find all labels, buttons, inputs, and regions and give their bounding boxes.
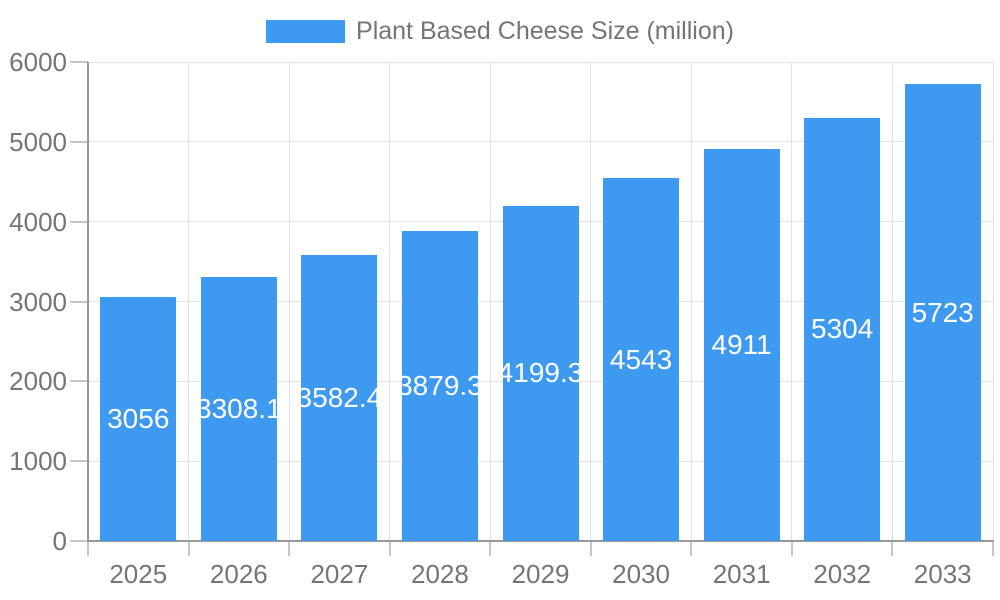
x-axis-label: 2028 [411,559,469,589]
bar-2032[interactable] [804,117,881,541]
x-axis-label: 2027 [310,559,369,589]
y-axis-label: 1000 [9,446,67,477]
x-axis-label: 2030 [612,559,670,589]
y-axis-tick [70,540,88,542]
y-axis-tick [70,140,88,143]
x-axis-tick [87,541,89,556]
x-axis-label: 2033 [913,559,972,589]
gridline-horizontal [88,61,993,63]
bar-value-label: 3056 [107,403,170,434]
x-axis-tick [992,541,994,556]
x-axis-label: 2025 [109,559,168,589]
gridline-vertical [489,62,491,541]
gridline-vertical [791,62,793,541]
y-axis-label: 2000 [9,366,67,397]
bar-value-label: 5304 [811,313,874,345]
x-axis-tick [790,541,793,556]
x-axis-tick [690,541,693,556]
legend-swatch[interactable] [266,20,346,43]
x-axis-tick [891,541,894,556]
y-axis-label: 5000 [9,126,67,157]
y-axis-tick [70,300,88,303]
x-axis-line [87,540,994,542]
x-axis-tick [288,541,291,556]
bar-2029[interactable] [502,205,579,541]
gridline-vertical [891,62,893,541]
gridline-vertical [188,62,190,541]
y-axis-label: 0 [52,526,67,556]
x-axis-tick [589,541,592,556]
y-axis-label: 6000 [9,47,67,77]
x-axis-tick [187,541,190,556]
gridline-vertical [288,62,290,541]
bar-value-label: 4543 [609,343,673,375]
y-axis-tick [70,460,88,463]
bar-2028[interactable] [401,231,478,541]
bar-2030[interactable] [603,178,680,541]
x-axis-label: 2031 [712,559,771,589]
x-axis-label: 2029 [511,559,570,589]
bar-2033[interactable] [904,84,981,541]
bar-2031[interactable] [703,148,780,541]
y-axis-label: 3000 [9,286,67,317]
y-axis-label: 4000 [9,206,67,237]
gridline-vertical [590,62,592,541]
bar-value-label: 3582.4 [296,382,383,413]
bar-value-label: 4911 [711,328,772,360]
y-axis-tick [70,61,88,63]
bar-value-label: 4199.3 [497,357,584,389]
x-axis-tick [388,541,391,556]
x-axis-tick [489,541,492,556]
bar-value-label: 3308.1 [196,392,282,424]
gridline-vertical [690,62,692,541]
legend[interactable]: Plant Based Cheese Size (million) [0,17,1000,45]
x-axis-label: 2026 [209,559,268,589]
y-axis-line [87,62,89,541]
y-axis-tick [70,220,88,223]
bar-2025[interactable] [100,297,177,541]
gridline-vertical [992,62,994,541]
x-axis-label: 2032 [813,559,872,589]
gridline-horizontal [88,141,993,143]
y-axis-tick [70,380,88,383]
bar-2026[interactable] [200,276,277,541]
bar-value-label: 5723 [911,296,974,328]
bar-value-label: 3879.3 [397,370,483,402]
bar-2027[interactable] [301,255,378,541]
gridline-vertical [389,62,391,541]
legend-label[interactable]: Plant Based Cheese Size (million) [356,17,734,45]
